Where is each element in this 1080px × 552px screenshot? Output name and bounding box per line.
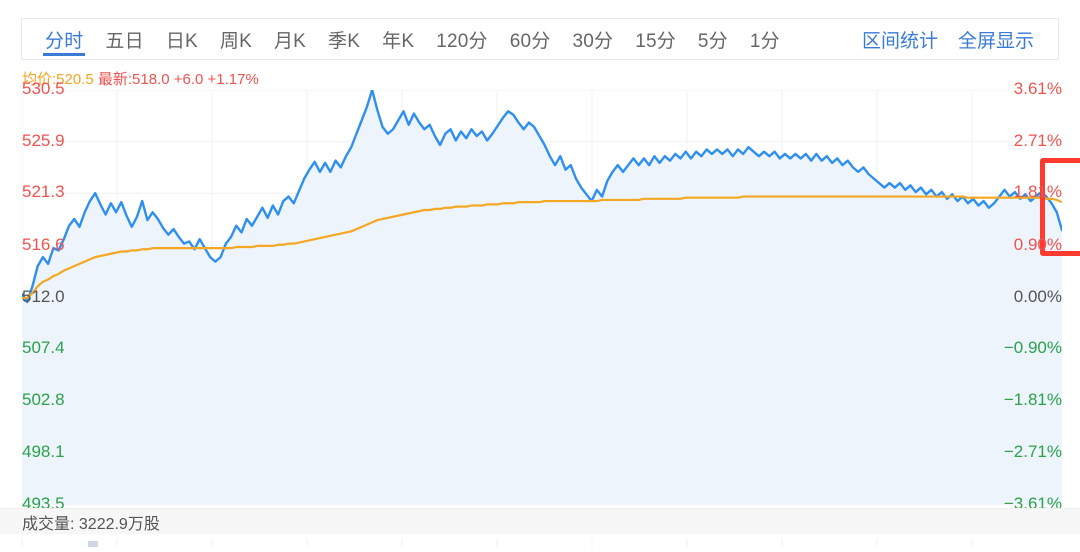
right-axis-tick-5: −0.90%	[1003, 338, 1062, 358]
period-tab-11[interactable]: 5分	[697, 30, 728, 52]
period-tab-8[interactable]: 60分	[509, 30, 551, 52]
volume-label: 成交量: 3222.9万股	[22, 516, 160, 533]
right-axis-tick-4: 0.00%	[1013, 286, 1062, 306]
volume-summary-bar: 成交量: 3222.9万股	[0, 508, 1080, 536]
toolbar-actions: 区间统计 全屏显示	[852, 19, 1058, 59]
period-tab-10[interactable]: 15分	[635, 30, 676, 52]
quote-info-line: 均价:520.5 最新:518.0 +6.0 +1.17%	[22, 68, 259, 89]
fullscreen-display-button[interactable]: 全屏显示	[957, 30, 1034, 52]
right-axis-tick-6: −1.81%	[1003, 389, 1062, 409]
chart-period-toolbar: 分时 五日 日K 周K 月K 季K 年K 120分 60分 30分 15分 5分 1分 区间统计 全屏显…	[21, 18, 1059, 60]
period-tab-9[interactable]: 30分	[572, 30, 614, 52]
left-axis-tick-0: 530.5	[22, 79, 65, 98]
period-tab-7[interactable]: 120分	[436, 30, 488, 52]
left-axis-tick-4: 512.0	[22, 286, 65, 306]
price-plot-area[interactable]	[22, 90, 1062, 505]
right-axis-tick-1: 2.71%	[1013, 130, 1062, 150]
period-tab-6[interactable]: 年K	[382, 30, 415, 52]
period-tab-5[interactable]: 季K	[328, 30, 361, 52]
period-tab-3[interactable]: 周K	[219, 30, 252, 52]
left-axis-tick-7: 498.1	[22, 442, 65, 462]
volume-chart-panel[interactable]	[0, 534, 1080, 547]
right-axis-tick-2: 1.81%	[1013, 182, 1062, 202]
right-axis-tick-3: 0.90%	[1013, 234, 1062, 254]
left-axis-tick-2: 521.3	[22, 182, 65, 202]
period-tab-list: 分时 五日 日K 周K 月K 季K 年K 120分 60分 30分 15分 5分 1分	[22, 19, 791, 59]
period-tab-0[interactable]: 分时	[34, 19, 94, 59]
left-axis-tick-1: 525.9	[22, 130, 65, 150]
average-price-text: 均价:520.5	[22, 71, 94, 88]
left-axis-tick-3: 516.6	[22, 234, 65, 254]
left-axis-tick-6: 502.8	[22, 389, 65, 409]
period-tab-1[interactable]: 五日	[105, 30, 144, 52]
period-tab-12[interactable]: 1分	[749, 30, 780, 52]
left-axis-tick-5: 507.4	[22, 338, 65, 358]
range-statistics-button[interactable]: 区间统计	[861, 30, 938, 52]
period-tab-4[interactable]: 月K	[273, 30, 307, 52]
intraday-chart[interactable]: 雪球 530.5525.9521.3516.6512.0507.4502.849…	[0, 79, 1080, 513]
price-chart-svg[interactable]	[22, 90, 1062, 505]
right-axis-tick-7: −2.71%	[1003, 442, 1062, 462]
latest-price-text: 最新:518.0 +6.0 +1.17%	[97, 71, 259, 88]
volume-bars-svg	[21, 539, 973, 547]
period-tab-2[interactable]: 日K	[165, 30, 198, 52]
right-axis-tick-0: 3.61%	[1013, 79, 1062, 98]
